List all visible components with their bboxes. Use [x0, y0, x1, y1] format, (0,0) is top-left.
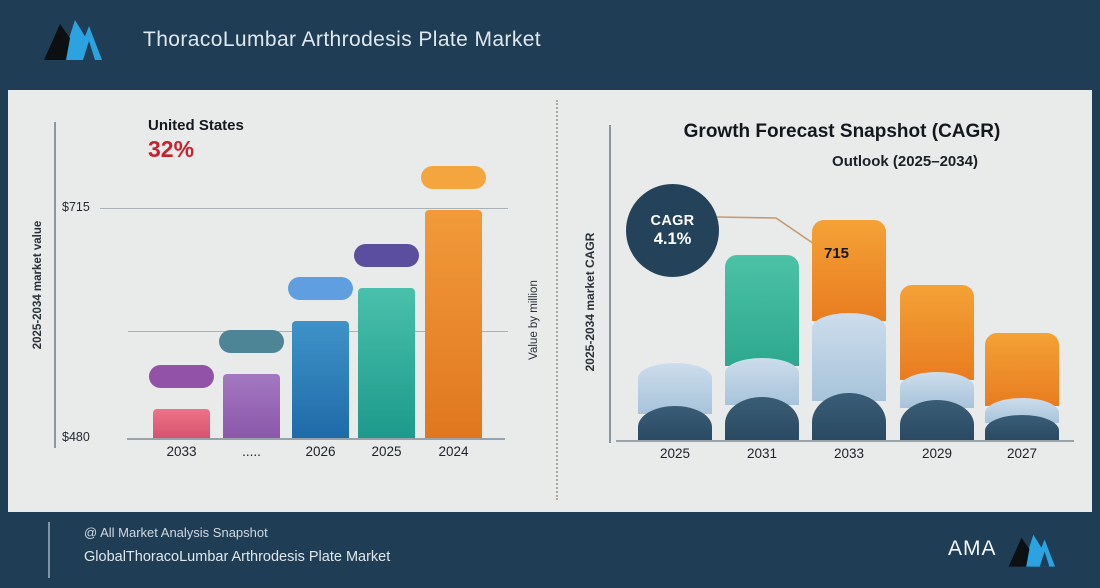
bar-segment-navy [900, 400, 974, 440]
x-category-label: ..... [242, 444, 261, 459]
gridline [100, 208, 508, 209]
bar-segment-orange [900, 285, 974, 380]
cagr-connector-line [716, 216, 821, 249]
left-chart-highlight-value: 32% [148, 136, 195, 162]
right-edge-trim [1092, 90, 1100, 512]
footer-market-name: GlobalThoracoLumbar Arthrodesis Plate Ma… [84, 549, 391, 565]
bar-segment-navy [812, 393, 886, 440]
bar-cap [354, 244, 419, 267]
left-bar-chart: $715 $480 2033..... 2026 2025 2024 [0, 90, 556, 512]
footer-divider-line [48, 522, 50, 578]
header-bar: ThoracoLumbar Arthrodesis Plate Market [0, 0, 1100, 90]
infographic-body: United States 32% 2025-2034 market value… [0, 90, 1100, 512]
page-title: ThoracoLumbar Arthrodesis Plate Market [143, 28, 542, 51]
footer-brand-text: AMA [948, 537, 997, 560]
right-stacked-bar-chart: 2025 2031 715 2033 2029 2027 [556, 90, 1100, 512]
bar-cap [288, 277, 353, 300]
bar-cap [421, 166, 486, 189]
x-category-label: 2033 [166, 444, 197, 459]
bar-segment-navy [725, 397, 799, 440]
bar-segment-lightblue [638, 363, 712, 414]
x-category-label: 2026 [305, 444, 336, 459]
bar-segment-orange [812, 220, 886, 321]
ama-logo-icon [1008, 534, 1055, 567]
x-category-label: 2024 [438, 444, 469, 459]
bar [223, 374, 280, 438]
x-axis-line [127, 438, 505, 440]
left-chart-region-label: United States [148, 117, 244, 134]
x-category-label: 2025 [659, 446, 691, 461]
y-tick-label: $480 [62, 430, 90, 444]
cagr-badge-value: 4.1% [653, 229, 692, 248]
bar-cap [219, 330, 284, 353]
x-category-label: 2031 [746, 446, 778, 461]
bar [153, 409, 210, 438]
left-edge-trim [0, 90, 8, 512]
right-chart-subtitle: Outlook (2025–2034) [832, 153, 978, 170]
bar-segment-navy [638, 406, 712, 440]
bar-value-label: 715 [824, 245, 850, 262]
x-category-label: 2025 [371, 444, 402, 459]
x-category-label: 2033 [833, 446, 865, 461]
footer-bar: @ All Market Analysis Snapshot GlobalTho… [0, 512, 1100, 588]
bar [358, 288, 415, 438]
left-chart-y-axis [54, 122, 56, 448]
bar-segment-lightblue [812, 313, 886, 401]
right-chart-y-axis [609, 125, 611, 443]
right-chart-title: Growth Forecast Snapshot (CAGR) [683, 121, 1001, 142]
bar-segment-orange [985, 333, 1059, 406]
x-category-label: 2027 [1006, 446, 1038, 461]
y-tick-label: $715 [62, 200, 90, 214]
bar-segment-navy [985, 415, 1059, 440]
panel-divider [556, 100, 558, 500]
x-category-label: 2029 [921, 446, 953, 461]
cagr-badge-label: CAGR [650, 212, 695, 229]
ama-logo-icon [44, 20, 102, 60]
bar-segment-teal [725, 255, 799, 366]
bar-cap [149, 365, 214, 388]
footer-caption: @ All Market Analysis Snapshot [84, 525, 268, 540]
cagr-badge: CAGR 4.1% [626, 184, 719, 277]
bar [292, 321, 349, 438]
x-axis-line [616, 440, 1074, 442]
bar [425, 210, 482, 438]
